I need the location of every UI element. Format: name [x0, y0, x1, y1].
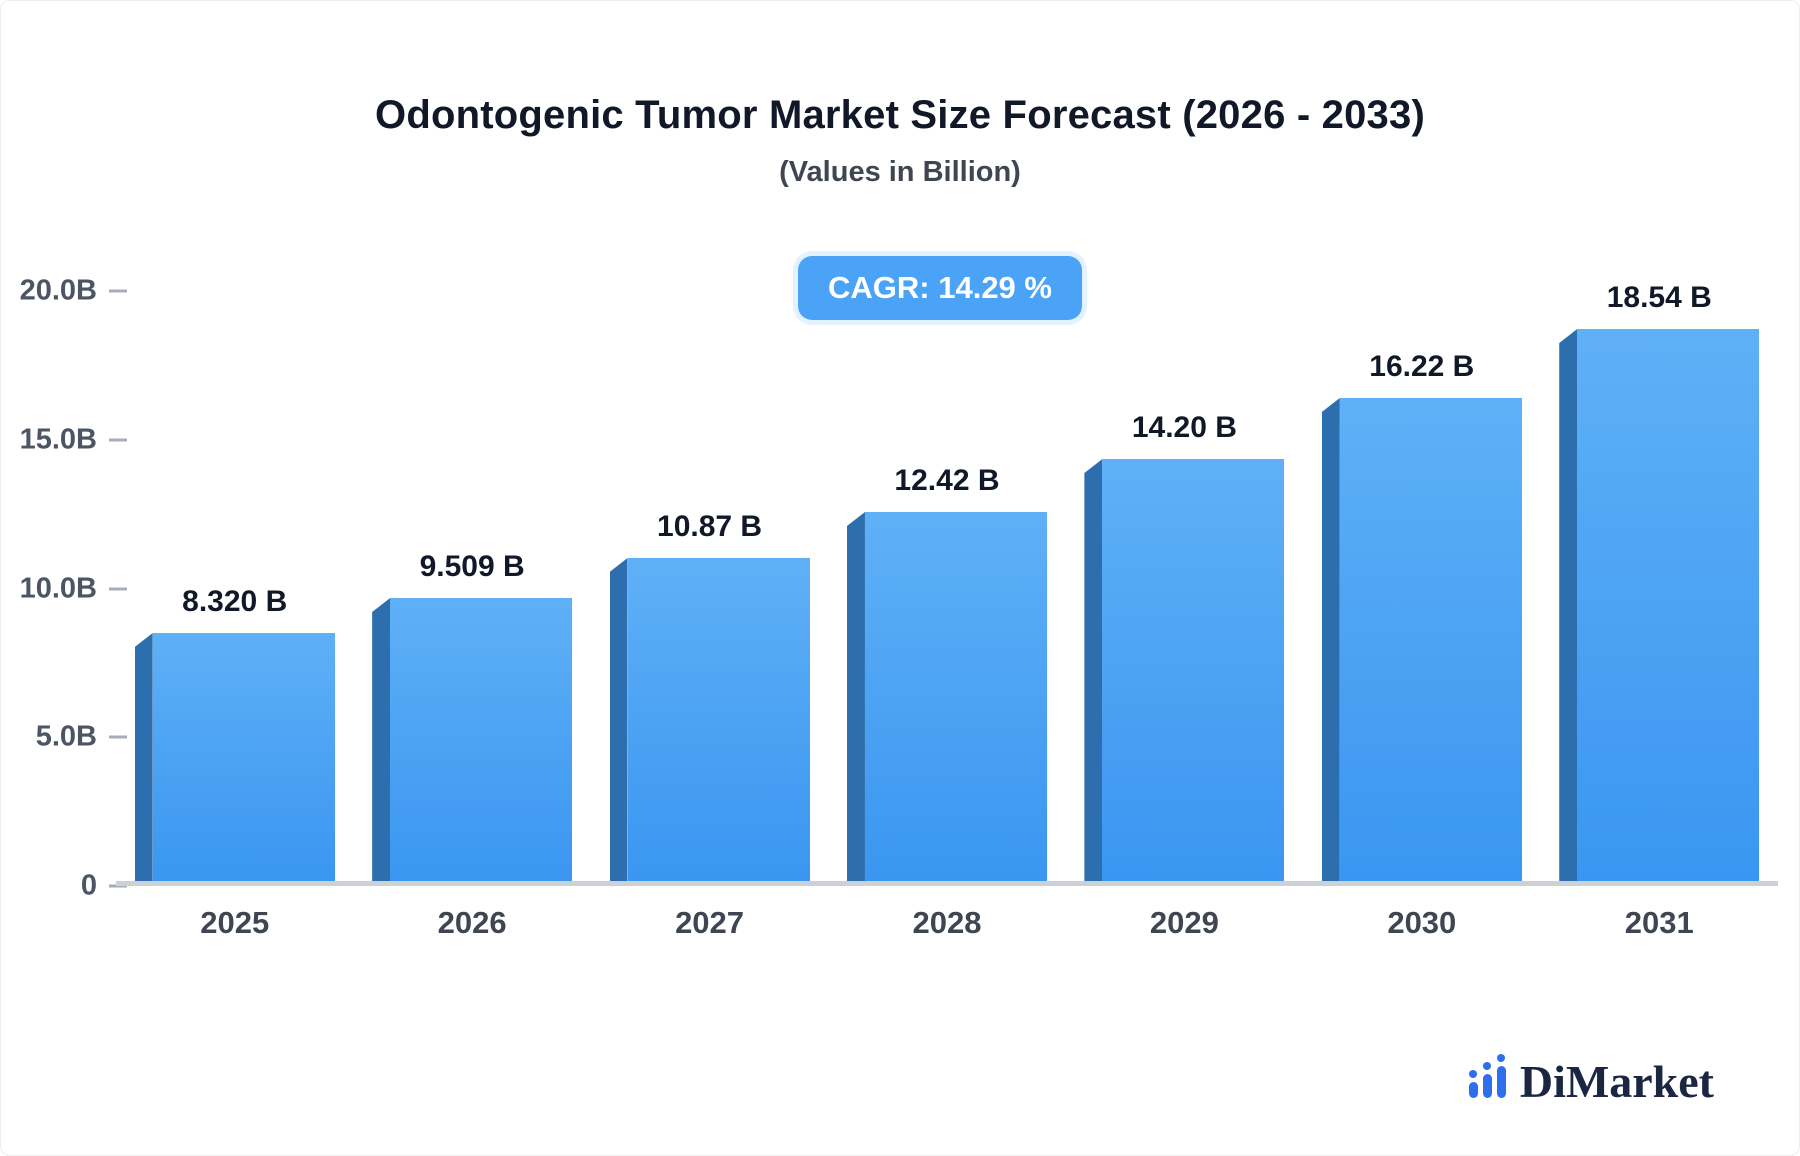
bar-side-face: [846, 512, 865, 881]
x-axis-label: 2029: [1149, 905, 1219, 940]
bar-value-label: 14.20 B: [1131, 411, 1237, 444]
bar-group: 8.320 B 2025: [116, 291, 353, 940]
brand-name: DiMarket: [1519, 1056, 1714, 1107]
bar-side-face: [1559, 329, 1578, 881]
bar-front-face: [627, 558, 810, 881]
bar-side-face: [134, 633, 153, 881]
y-tick-mark: [109, 884, 127, 888]
plot-area: 8.320 B 2025 9.509 B 2026 10.87 B 2027 12.42 B…: [116, 281, 1778, 940]
bar-front-face: [390, 598, 573, 881]
y-tick-label: 5.0B: [35, 720, 97, 753]
y-axis: 20.0B 15.0B 10.0B 5.0B 0: [1, 275, 133, 902]
cagr-badge: CAGR: 14.29 %: [798, 256, 1082, 320]
bar-group: 9.509 B 2026: [353, 291, 590, 940]
bar-group: 16.22 B 2030: [1303, 291, 1540, 940]
bar-group: 10.87 B 2027: [591, 291, 828, 940]
y-tick: 10.0B: [1, 572, 133, 605]
bar-side-face: [609, 558, 628, 881]
x-axis-label: 2030: [1387, 905, 1457, 940]
x-axis-label: 2025: [200, 905, 270, 940]
x-axis-label: 2031: [1624, 905, 1694, 940]
y-tick: 0: [1, 870, 133, 903]
bar-front-face: [152, 633, 335, 881]
bar[interactable]: 14.20 B: [1084, 411, 1285, 881]
y-tick-mark: [109, 289, 127, 293]
bar-value-label: 8.320 B: [182, 585, 288, 618]
bar[interactable]: 12.42 B: [846, 464, 1047, 881]
bar-side-face: [1084, 459, 1103, 881]
y-tick-mark: [109, 438, 127, 442]
icon-column: [1482, 1062, 1492, 1098]
bar-front-face: [1102, 459, 1285, 881]
bar[interactable]: 18.54 B: [1559, 281, 1760, 881]
bar-group: 18.54 B 2031: [1541, 281, 1778, 940]
bar[interactable]: 8.320 B: [134, 585, 335, 881]
icon-column: [1496, 1054, 1506, 1098]
brand-logo: DiMarket: [1468, 1054, 1714, 1107]
bar[interactable]: 10.87 B: [609, 510, 810, 881]
y-tick: 15.0B: [1, 423, 133, 456]
x-axis-label: 2026: [437, 905, 507, 940]
bar[interactable]: 16.22 B: [1321, 350, 1522, 881]
y-tick-label: 10.0B: [19, 572, 97, 604]
icon-column: [1468, 1070, 1478, 1098]
bar-side-face: [372, 598, 391, 881]
y-tick-label: 15.0B: [19, 423, 97, 456]
bar[interactable]: 9.509 B: [372, 550, 573, 881]
bar-group: 14.20 B 2029: [1066, 291, 1303, 940]
bar-front-face: [864, 512, 1047, 881]
bar-value-label: 10.87 B: [657, 510, 763, 543]
bar-value-label: 12.42 B: [894, 464, 1000, 497]
bar-front-face: [1339, 398, 1522, 881]
bar-value-label: 9.509 B: [419, 550, 525, 583]
bar-value-label: 16.22 B: [1369, 350, 1475, 383]
bar-value-label: 18.54 B: [1606, 281, 1712, 314]
y-tick: 5.0B: [1, 721, 133, 754]
x-axis-label: 2028: [912, 905, 982, 940]
bar-group: 12.42 B 2028: [828, 291, 1065, 940]
bar-side-face: [1321, 398, 1340, 881]
chart-header: Odontogenic Tumor Market Size Forecast (…: [1, 1, 1799, 189]
y-tick-label: 20.0B: [19, 274, 97, 307]
y-tick-label: 0: [80, 869, 97, 902]
bar-front-face: [1577, 329, 1760, 881]
y-tick-mark: [109, 735, 127, 739]
y-tick: 20.0B: [1, 275, 133, 308]
brand-chart-icon: [1468, 1054, 1506, 1105]
chart-title: Odontogenic Tumor Market Size Forecast (…: [375, 93, 1425, 137]
chart-subtitle: (Values in Billion): [779, 156, 1021, 188]
x-axis-label: 2027: [675, 905, 745, 940]
y-tick-mark: [109, 587, 127, 590]
